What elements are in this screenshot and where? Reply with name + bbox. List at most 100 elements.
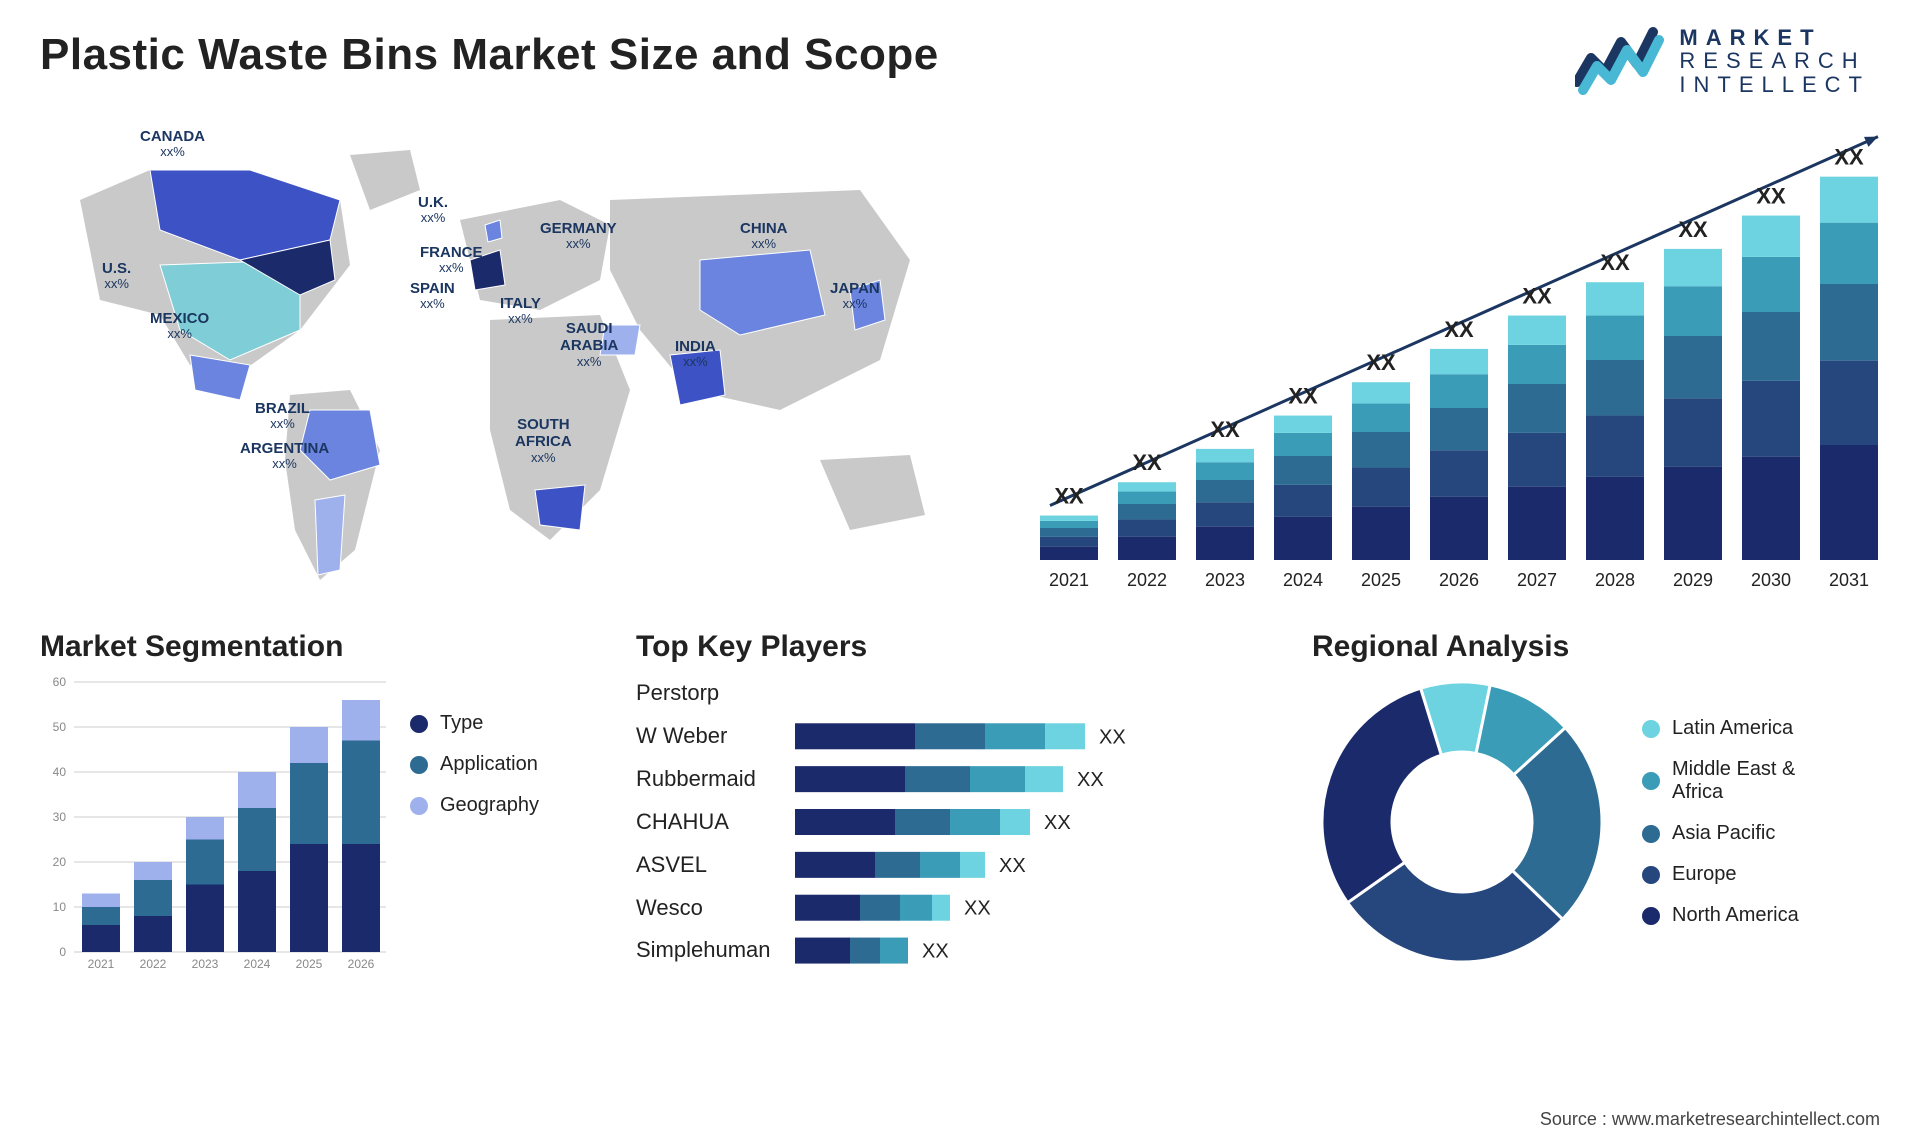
legend-label: Latin America [1672,717,1793,740]
player-name-simplehuman: Simplehuman [636,937,771,963]
map-label-france: FRANCExx% [420,244,483,276]
map-label-canada: CANADAxx% [140,128,205,160]
svg-text:2026: 2026 [348,957,375,971]
svg-text:2027: 2027 [1517,570,1557,590]
regional-donut [1312,672,1612,972]
page: Plastic Waste Bins Market Size and Scope… [0,0,1920,1146]
svg-text:2025: 2025 [1361,570,1401,590]
svg-text:50: 50 [53,720,67,734]
svg-text:2028: 2028 [1595,570,1635,590]
svg-text:60: 60 [53,675,67,689]
map-label-spain: SPAINxx% [410,280,455,312]
swatch-icon [410,715,428,733]
bottom-row: Market Segmentation 01020304050602021202… [40,630,1880,990]
svg-text:XX: XX [1099,726,1126,748]
top-row: CANADAxx% U.S.xx% MEXICOxx% BRAZILxx% ARGENT… [40,100,1880,600]
svg-text:XX: XX [1044,812,1071,834]
svg-text:2021: 2021 [88,957,115,971]
map-label-india: INDIAxx% [675,338,716,370]
players-title: Top Key Players [636,630,1276,664]
swatch-icon [1642,907,1660,925]
map-label-mexico: MEXICOxx% [150,310,209,342]
growth-chart: 2021XX2022XX2023XX2024XX2025XX2026XX2027… [1010,100,1880,600]
seg-legend-geography: Geography [410,794,539,817]
svg-text:XX: XX [1054,484,1084,509]
logo-line3: INTELLECT [1679,73,1870,96]
swatch-icon [410,797,428,815]
svg-text:2029: 2029 [1673,570,1713,590]
map-label-brazil: BRAZILxx% [255,400,310,432]
map-label-south-africa: SOUTHAFRICAxx% [515,416,572,465]
player-name-asvel: ASVEL [636,852,771,878]
segmentation-panel: Market Segmentation 01020304050602021202… [40,630,600,990]
map-label-japan: JAPANxx% [830,280,880,312]
svg-text:XX: XX [1288,384,1318,409]
svg-text:2026: 2026 [1439,570,1479,590]
legend-label: Asia Pacific [1672,822,1775,845]
swatch-icon [1642,772,1660,790]
region-legend-asia-pacific: Asia Pacific [1642,822,1842,845]
swatch-icon [1642,825,1660,843]
svg-text:XX: XX [1366,350,1396,375]
world-map [40,130,970,600]
svg-text:2024: 2024 [244,957,271,971]
legend-label: Type [440,712,483,735]
segmentation-legend: Type Application Geography [410,672,539,972]
map-label-italy: ITALYxx% [500,295,541,327]
player-name-chahua: CHAHUA [636,809,771,835]
regional-legend: Latin America Middle East & Africa Asia Pa… [1642,717,1842,927]
map-label-u-k-: U.K.xx% [418,194,448,226]
svg-text:40: 40 [53,765,67,779]
players-panel: Top Key Players Perstorp W Weber Rubbermai… [636,630,1276,990]
region-legend-europe: Europe [1642,863,1842,886]
player-name-w-weber: W Weber [636,723,771,749]
logo-icon [1575,24,1665,98]
map-label-germany: GERMANYxx% [540,220,617,252]
svg-text:XX: XX [1444,317,1474,342]
svg-text:2022: 2022 [140,957,167,971]
brand-logo: MARKET RESEARCH INTELLECT [1575,24,1870,98]
svg-text:30: 30 [53,810,67,824]
legend-label: North America [1672,904,1799,927]
svg-text:XX: XX [964,898,991,920]
swatch-icon [410,756,428,774]
growth-chart-panel: 2021XX2022XX2023XX2024XX2025XX2026XX2027… [1010,100,1880,600]
legend-label: Europe [1672,863,1737,886]
seg-legend-type: Type [410,712,539,735]
map-label-argentina: ARGENTINAxx% [240,440,329,472]
region-legend-north-america: North America [1642,904,1842,927]
map-label-saudi-arabia: SAUDIARABIAxx% [560,320,618,369]
logo-line2: RESEARCH [1679,49,1870,72]
svg-text:XX: XX [1600,250,1630,275]
legend-label: Geography [440,794,539,817]
svg-text:2021: 2021 [1049,570,1089,590]
seg-legend-application: Application [410,753,539,776]
player-name-perstorp: Perstorp [636,680,771,706]
segmentation-chart: 0102030405060202120222023202420252026 [40,672,390,972]
svg-text:XX: XX [999,855,1026,877]
players-chart: XX XX XX XX XX XX [795,672,1235,972]
logo-text: MARKET RESEARCH INTELLECT [1679,26,1870,95]
svg-text:2023: 2023 [1205,570,1245,590]
player-name-rubbermaid: Rubbermaid [636,766,771,792]
svg-text:XX: XX [1210,417,1240,442]
region-legend-middle-east-africa: Middle East & Africa [1642,758,1842,804]
region-legend-latin-america: Latin America [1642,717,1842,740]
svg-text:XX: XX [1522,284,1552,309]
svg-text:XX: XX [1678,217,1708,242]
map-label-china: CHINAxx% [740,220,788,252]
svg-text:XX: XX [922,941,949,963]
players-names: PerstorpW WeberRubbermaidCHAHUAASVELWesc… [636,672,771,972]
legend-label: Middle East & Africa [1672,758,1842,804]
source-label: Source : www.marketresearchintellect.com [1540,1109,1880,1130]
regional-panel: Regional Analysis Latin AmericaMiddle Ea… [1312,630,1880,990]
swatch-icon [1642,866,1660,884]
segmentation-title: Market Segmentation [40,630,600,664]
svg-text:10: 10 [53,900,67,914]
svg-text:2023: 2023 [192,957,219,971]
swatch-icon [1642,720,1660,738]
logo-line1: MARKET [1679,26,1870,49]
svg-text:XX: XX [1077,769,1104,791]
map-label-u-s-: U.S.xx% [102,260,131,292]
svg-text:2031: 2031 [1829,570,1869,590]
